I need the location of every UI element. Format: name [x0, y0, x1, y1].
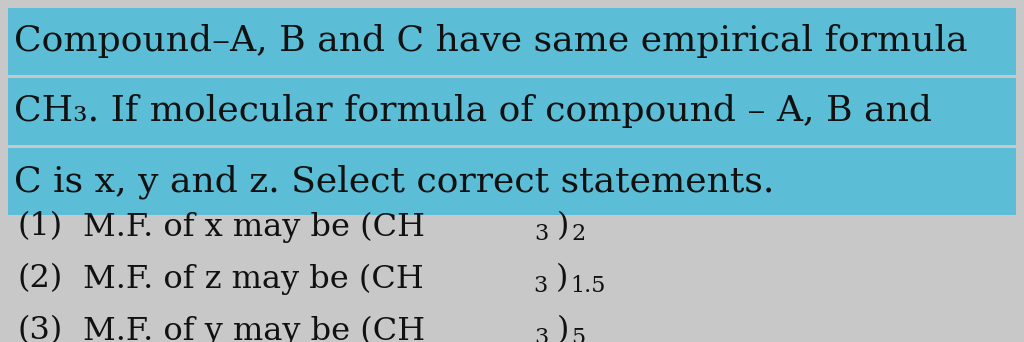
Text: 3: 3: [534, 275, 547, 297]
Text: M.F. of y may be (CH: M.F. of y may be (CH: [83, 315, 425, 342]
Text: C is x, y and z. Select correct statements.: C is x, y and z. Select correct statemen…: [14, 164, 774, 199]
Text: (3): (3): [18, 316, 63, 342]
Text: 2: 2: [571, 223, 586, 245]
Text: 1.5: 1.5: [570, 275, 606, 297]
Bar: [8, 148, 1016, 215]
Bar: [8, 78, 1016, 145]
Text: 5: 5: [571, 327, 586, 342]
Text: (1): (1): [18, 211, 63, 242]
Text: 3: 3: [535, 223, 549, 245]
Bar: [8, 8, 1016, 75]
Text: M.F. of x may be (CH: M.F. of x may be (CH: [83, 211, 425, 242]
Text: ): ): [555, 263, 567, 294]
Text: ): ): [556, 316, 568, 342]
Text: ): ): [556, 211, 568, 242]
Text: CH₃. If molecular formula of compound – A, B and: CH₃. If molecular formula of compound – …: [14, 94, 932, 129]
Text: (2): (2): [18, 263, 63, 294]
Text: Compound–A, B and C have same empirical formula: Compound–A, B and C have same empirical …: [14, 25, 968, 58]
Text: 3: 3: [535, 327, 549, 342]
Text: M.F. of z may be (CH: M.F. of z may be (CH: [83, 263, 424, 294]
